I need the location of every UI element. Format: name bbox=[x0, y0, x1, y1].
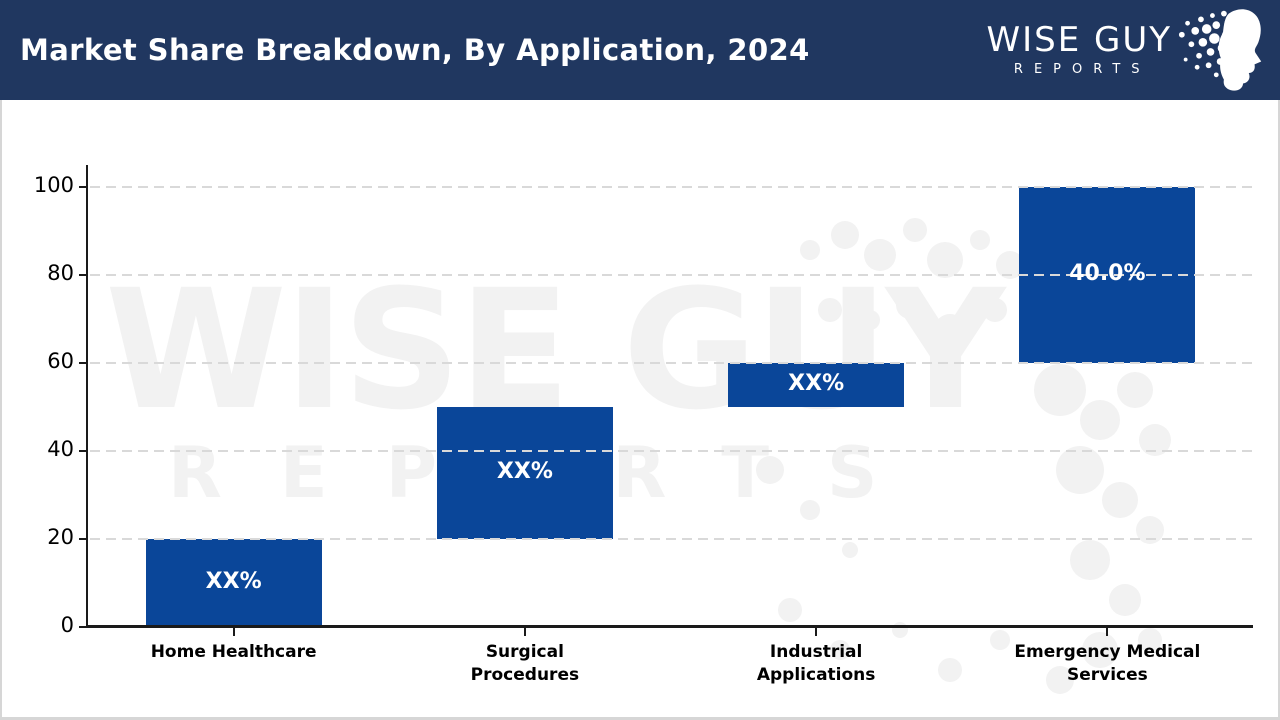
y-tick-label-100: 100 bbox=[33, 173, 74, 197]
y-tick-label-0: 0 bbox=[60, 613, 74, 637]
gridline-60 bbox=[90, 362, 1253, 364]
logo-face-icon bbox=[1174, 6, 1270, 94]
header-bar: Market Share Breakdown, By Application, … bbox=[0, 0, 1280, 100]
bar-value-label: XX% bbox=[496, 459, 553, 484]
y-tick-label-60: 60 bbox=[47, 349, 74, 373]
y-tick-40 bbox=[79, 450, 88, 452]
chart-title: Market Share Breakdown, By Application, … bbox=[20, 33, 810, 67]
y-tick-0 bbox=[79, 626, 88, 628]
y-tick-label-20: 20 bbox=[47, 525, 74, 549]
bar-value-label: XX% bbox=[788, 371, 845, 396]
x-axis-line bbox=[86, 625, 1253, 628]
x-tick bbox=[523, 627, 526, 636]
gridline-20 bbox=[90, 538, 1253, 540]
logo-wordmark: WISE GUY bbox=[986, 20, 1172, 60]
x-tick bbox=[1106, 627, 1109, 636]
y-tick-80 bbox=[79, 274, 88, 276]
bar-segment bbox=[728, 363, 905, 407]
y-tick-label-80: 80 bbox=[47, 261, 74, 285]
y-tick-label-40: 40 bbox=[47, 437, 74, 461]
bar-segment bbox=[436, 407, 613, 539]
x-category-label: Surgical Procedures bbox=[470, 642, 580, 685]
logo-wordmark-block: WISE GUY REPORTS bbox=[986, 23, 1172, 77]
y-tick-100 bbox=[79, 186, 88, 188]
bar-value-label: XX% bbox=[205, 569, 262, 594]
bar-value-label: 40.0% bbox=[1069, 261, 1146, 286]
y-tick-60 bbox=[79, 362, 88, 364]
wise-guy-logo: WISE GUY REPORTS bbox=[986, 6, 1270, 94]
x-category-label: Emergency Medical Services bbox=[1014, 642, 1201, 685]
x-tick bbox=[815, 627, 818, 636]
gridline-100 bbox=[90, 186, 1253, 188]
logo-subtitle: REPORTS bbox=[1013, 62, 1151, 77]
x-tick bbox=[232, 627, 235, 636]
y-axis-line bbox=[86, 165, 88, 627]
gridline-80 bbox=[90, 274, 1253, 276]
x-category-label: Home Healthcare bbox=[150, 642, 317, 662]
gridline-40 bbox=[90, 450, 1253, 452]
y-tick-20 bbox=[79, 538, 88, 540]
bar-segment bbox=[145, 539, 322, 627]
x-category-label: Industrial Applications bbox=[756, 642, 876, 685]
